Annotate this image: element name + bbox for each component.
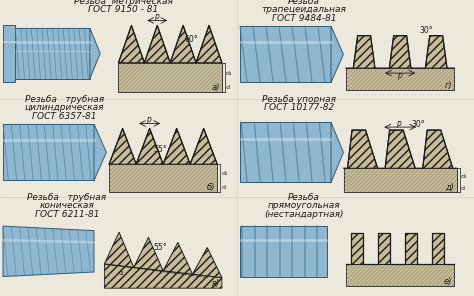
Bar	[432, 233, 444, 264]
Polygon shape	[331, 122, 343, 182]
Text: ГОСТ 6211-81: ГОСТ 6211-81	[35, 210, 99, 219]
Polygon shape	[163, 242, 192, 274]
Text: d₁: d₁	[221, 171, 228, 176]
Text: ГОСТ 10177-82: ГОСТ 10177-82	[264, 104, 334, 112]
Bar	[240, 26, 331, 83]
Bar	[240, 226, 327, 276]
Bar	[346, 264, 454, 286]
Polygon shape	[192, 247, 222, 278]
Text: 30°: 30°	[411, 120, 425, 129]
Polygon shape	[104, 264, 222, 288]
Text: d: d	[461, 186, 465, 191]
Text: Резьба   трубная: Резьба трубная	[25, 95, 104, 104]
Text: цилиндрическая: цилиндрическая	[25, 104, 104, 112]
Text: д): д)	[446, 183, 455, 192]
Polygon shape	[353, 36, 375, 68]
Polygon shape	[425, 36, 447, 68]
Text: d₁: d₁	[461, 174, 467, 179]
Text: Резьба   трубная: Резьба трубная	[27, 193, 106, 202]
Bar	[346, 68, 454, 90]
Text: p: p	[154, 12, 159, 21]
Text: (нестандартная): (нестандартная)	[264, 210, 344, 219]
Text: ГОСТ 9484-81: ГОСТ 9484-81	[272, 14, 336, 23]
Text: б): б)	[207, 183, 215, 192]
Polygon shape	[134, 237, 163, 271]
Text: 55°: 55°	[154, 243, 167, 252]
Bar	[344, 168, 456, 192]
Polygon shape	[389, 36, 411, 68]
Text: е): е)	[444, 277, 452, 286]
Text: г): г)	[445, 81, 452, 90]
Bar	[240, 122, 331, 182]
Text: трапецеидальная: трапецеидальная	[261, 6, 346, 15]
Polygon shape	[90, 28, 100, 79]
Text: 30°: 30°	[419, 26, 433, 35]
Text: коническая: коническая	[39, 202, 94, 210]
Text: ГОСТ 6357-81: ГОСТ 6357-81	[32, 112, 97, 121]
Polygon shape	[104, 232, 134, 267]
Polygon shape	[109, 128, 217, 164]
Text: p: p	[397, 71, 402, 80]
Bar	[405, 233, 417, 264]
Polygon shape	[385, 130, 415, 168]
Polygon shape	[331, 26, 343, 83]
Text: p: p	[146, 115, 151, 124]
Text: 55°: 55°	[154, 145, 167, 154]
Text: Резьба: Резьба	[288, 193, 320, 202]
Text: а): а)	[211, 83, 220, 92]
Text: прямоугольная: прямоугольная	[267, 202, 340, 210]
Text: Резьба  метрическая: Резьба метрическая	[74, 0, 173, 6]
Polygon shape	[94, 124, 106, 181]
Text: в): в)	[212, 279, 220, 288]
Polygon shape	[118, 25, 222, 63]
Polygon shape	[347, 130, 378, 168]
Text: Резьба упорная: Резьба упорная	[262, 95, 336, 104]
Text: d: d	[221, 185, 225, 190]
Bar	[16, 28, 90, 79]
Polygon shape	[423, 130, 453, 168]
Bar	[3, 25, 16, 82]
Text: p: p	[396, 119, 401, 128]
Bar	[109, 164, 217, 192]
Bar	[378, 233, 390, 264]
Text: Резьба: Резьба	[288, 0, 320, 6]
Bar	[3, 124, 94, 181]
Text: d₁: d₁	[226, 70, 232, 75]
Bar	[351, 233, 363, 264]
Polygon shape	[3, 226, 94, 276]
Text: 60°: 60°	[184, 35, 198, 44]
Text: d: d	[226, 85, 230, 90]
Text: α: α	[119, 270, 124, 276]
Text: ГОСТ 9150 - 81: ГОСТ 9150 - 81	[88, 6, 158, 15]
Bar	[118, 63, 222, 92]
